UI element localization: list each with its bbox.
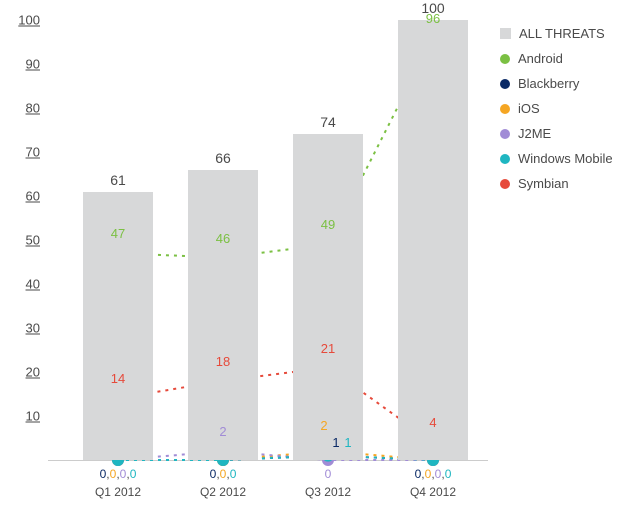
point-label: 1 (332, 435, 339, 450)
x-category-label: 0,0,0 Q2 2012 (178, 460, 268, 500)
y-tick: 20 (26, 365, 40, 380)
point-label: 1 (344, 435, 351, 450)
bar: 100 (398, 20, 468, 460)
x-category-name: Q1 2012 (73, 484, 163, 500)
y-tick: 10 (26, 409, 40, 424)
point-label: 21 (321, 341, 335, 356)
line-series (118, 451, 433, 460)
legend-label: Blackberry (518, 76, 579, 91)
line-series (118, 451, 433, 460)
point-label: 49 (321, 217, 335, 232)
bar: 66 (188, 170, 258, 460)
legend-label: iOS (518, 101, 540, 116)
plot-area: 1020304050607080901006166741000,0,0,0Q1 … (48, 20, 488, 461)
point-label: 2 (320, 418, 327, 433)
y-tick: 100 (18, 13, 40, 28)
legend: ALL THREATS Android Blackberry iOS J2ME Windo… (500, 26, 630, 201)
legend-swatch-dot (500, 104, 510, 114)
x-category-name: Q2 2012 (178, 484, 268, 500)
legend-label: Windows Mobile (518, 151, 613, 166)
y-tick: 40 (26, 277, 40, 292)
zero-values-label: 0,0,0 (178, 466, 268, 482)
legend-label: Symbian (518, 176, 569, 191)
legend-swatch-dot (500, 179, 510, 189)
zero-values-label: 0,0,0,0 (388, 466, 478, 482)
threats-chart: 1020304050607080901006166741000,0,0,0Q1 … (0, 0, 640, 511)
line-series (118, 38, 433, 258)
bar: 74 (293, 134, 363, 460)
legend-item: iOS (500, 101, 630, 116)
point-label: 18 (216, 354, 230, 369)
line-series (118, 368, 433, 443)
x-category-label: 0,0,0,0 Q4 2012 (388, 460, 478, 500)
zero-values-label: 0,0,0,0 (73, 466, 163, 482)
x-category-label: 0 Q3 2012 (283, 460, 373, 500)
legend-item: Android (500, 51, 630, 66)
bar-value-label: 61 (110, 172, 126, 188)
point-label: 46 (216, 231, 230, 246)
legend-item: J2ME (500, 126, 630, 141)
y-tick: 30 (26, 321, 40, 336)
line-series (118, 456, 433, 460)
legend-swatch-dot (500, 129, 510, 139)
legend-label: J2ME (518, 126, 551, 141)
legend-swatch-dot (500, 79, 510, 89)
line-series (118, 456, 433, 460)
zero-values-label: 0 (283, 466, 373, 482)
x-category-name: Q4 2012 (388, 484, 478, 500)
legend-label: Android (518, 51, 563, 66)
x-category-name: Q3 2012 (283, 484, 373, 500)
legend-swatch-dot (500, 54, 510, 64)
y-tick: 90 (26, 57, 40, 72)
legend-item: ALL THREATS (500, 26, 630, 41)
legend-swatch-bar (500, 28, 511, 39)
point-label: 96 (426, 11, 440, 26)
point-label: 14 (111, 371, 125, 386)
legend-item: Symbian (500, 176, 630, 191)
y-tick: 80 (26, 101, 40, 116)
x-category-label: 0,0,0,0 Q1 2012 (73, 460, 163, 500)
point-label: 4 (429, 415, 436, 430)
y-tick: 50 (26, 233, 40, 248)
bar-value-label: 66 (215, 150, 231, 166)
point-label: 47 (111, 226, 125, 241)
legend-label: ALL THREATS (519, 26, 605, 41)
legend-item: Blackberry (500, 76, 630, 91)
legend-item: Windows Mobile (500, 151, 630, 166)
legend-swatch-dot (500, 154, 510, 164)
bar-value-label: 74 (320, 114, 336, 130)
y-tick: 60 (26, 189, 40, 204)
point-label: 2 (219, 424, 226, 439)
y-tick: 70 (26, 145, 40, 160)
